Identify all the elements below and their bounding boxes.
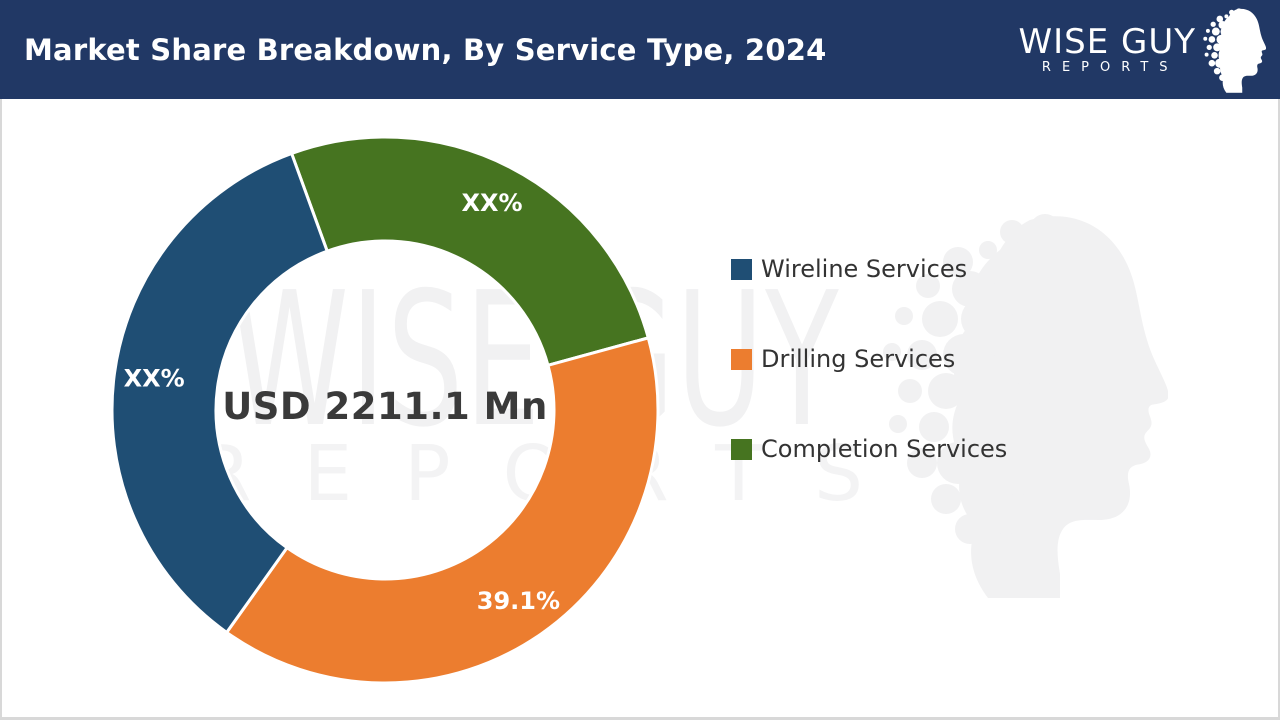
slice-label-completion-services: XX% <box>461 189 522 217</box>
legend-item-drilling: Drilling Services <box>731 345 1007 373</box>
slice-drilling-services <box>225 336 660 685</box>
legend-label: Wireline Services <box>761 255 968 283</box>
page-title: Market Share Breakdown, By Service Type,… <box>24 32 827 67</box>
legend-item-wireline: Wireline Services <box>731 255 1007 283</box>
legend-label: Completion Services <box>761 435 1008 463</box>
logo-name-text: WISE GUY <box>1018 21 1196 62</box>
legend-item-completion: Completion Services <box>731 435 1008 463</box>
slice-wireline-services <box>110 151 329 634</box>
legend-label: Drilling Services <box>761 345 956 373</box>
chart-center-value: USD 2211.1 Mn <box>222 385 548 428</box>
header-bar: Market Share Breakdown, By Service Type,… <box>0 0 1280 99</box>
logo-text: WISE GUY REPORTS <box>1018 24 1196 76</box>
logo-reports-text: REPORTS <box>1041 59 1179 75</box>
slice-label-drilling-services: 39.1% <box>477 587 560 615</box>
legend-swatch-wireline <box>731 258 752 280</box>
logo-face-icon <box>1200 6 1266 94</box>
legend-swatch-completion <box>731 438 752 460</box>
legend-swatch-drilling <box>731 348 752 370</box>
slice-label-wireline-services: XX% <box>124 365 185 393</box>
wise-guy-logo: WISE GUY REPORTS <box>1018 6 1266 94</box>
chart-legend: Wireline Services Drilling Services Comp… <box>731 255 1008 527</box>
donut-chart: XX% 39.1% XX% <box>110 135 660 685</box>
slice-completion-services <box>290 135 650 367</box>
